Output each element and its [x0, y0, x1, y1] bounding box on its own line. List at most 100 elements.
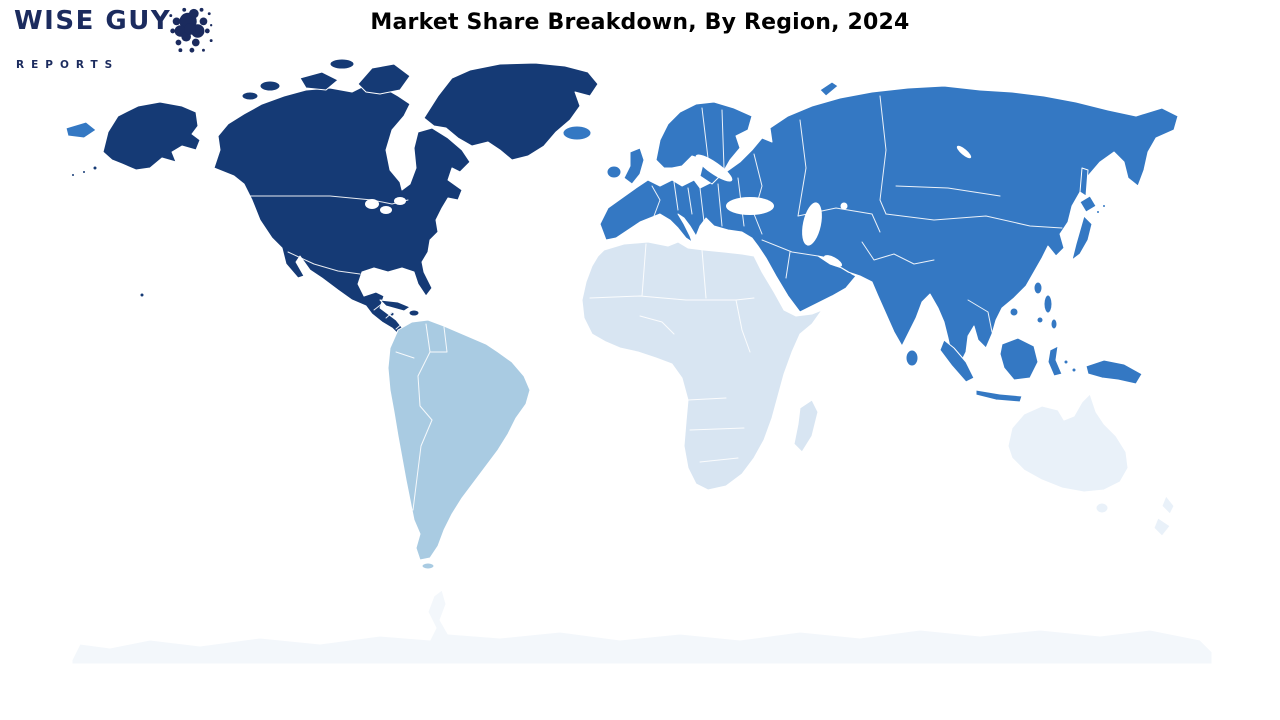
brand-logo-row: WISE GUY: [14, 6, 215, 56]
border-sa-2: [412, 419, 433, 511]
borneo: [999, 337, 1039, 381]
aral-sea: [840, 202, 848, 210]
great-lake-superior: [365, 199, 379, 209]
border-iran-iraq: [761, 239, 819, 257]
scandinavia: [655, 101, 753, 185]
border-africa-sahara: [589, 295, 755, 301]
moluccas-2: [1071, 367, 1077, 373]
country-borders: [221, 95, 1063, 511]
brand-name: WISE GUY: [14, 6, 172, 36]
border-africa-5: [689, 427, 745, 431]
hawaii: [139, 292, 145, 298]
philippines-luzon: [1043, 294, 1053, 314]
sri-lanka: [905, 349, 919, 367]
arctic-island-2: [259, 80, 281, 92]
border-europe-6: [687, 187, 693, 215]
border-africa-3: [735, 299, 751, 353]
great-britain: [623, 147, 645, 185]
border-europe-russia: [753, 153, 763, 235]
border-se-asia: [967, 299, 993, 333]
border-scandinavia-2: [721, 109, 725, 169]
new-guinea: [1085, 359, 1143, 385]
chukotka-wrap-left-edge: [65, 121, 97, 139]
cuba: [379, 299, 411, 312]
tasmania: [1095, 502, 1109, 514]
australia: [1007, 393, 1129, 493]
border-europe-2: [717, 183, 723, 227]
arctic-island-3: [329, 58, 355, 70]
border-africa-4: [639, 315, 675, 335]
ireland: [606, 165, 622, 179]
border-africa-1: [641, 243, 647, 297]
philippines-visayas: [1036, 316, 1044, 324]
border-central-asia: [797, 207, 881, 233]
aleutian-3: [71, 173, 75, 177]
lake-baikal: [956, 145, 972, 159]
region-greenland: [423, 62, 599, 161]
new-zealand-south: [1153, 517, 1171, 537]
japan-honshu: [1071, 215, 1093, 261]
border-europe-5: [673, 181, 679, 211]
border-siberia: [879, 95, 887, 215]
java: [975, 389, 1023, 403]
border-central-america-2: [385, 310, 395, 319]
south-america-mainland: [387, 319, 531, 561]
border-africa-7: [687, 397, 727, 401]
border-central-america-3: [395, 321, 405, 330]
iceland: [562, 125, 592, 141]
caspian-sea: [802, 202, 822, 246]
hainan: [1009, 307, 1019, 317]
persian-gulf: [823, 255, 843, 267]
border-sa-3: [395, 351, 415, 359]
region-oceania: [1007, 393, 1175, 537]
sulawesi: [1047, 345, 1063, 377]
chart-title: Market Share Breakdown, By Region, 2024: [370, 10, 910, 35]
border-europe-3: [737, 177, 745, 227]
border-us-canada: [221, 195, 409, 205]
moluccas-1: [1063, 359, 1069, 365]
border-sa-1: [417, 323, 433, 421]
border-mongolia: [895, 185, 1001, 197]
aleutian-1: [92, 165, 98, 171]
great-lake-michigan: [380, 206, 392, 214]
arctic-island-4: [241, 91, 259, 101]
border-ural: [797, 119, 807, 217]
region-antarctica: [71, 589, 1213, 665]
hispaniola: [408, 309, 420, 317]
taiwan: [1033, 281, 1043, 295]
kuril-2: [1102, 204, 1106, 208]
region-africa: [581, 241, 823, 491]
alaska: [102, 101, 201, 171]
border-saudi: [785, 251, 791, 279]
border-europe-4: [651, 185, 661, 217]
japan-hokkaido: [1079, 195, 1097, 213]
novaya-zemlya: [819, 81, 839, 97]
region-south-america: [387, 319, 531, 570]
brand-logo: WISE GUY REPORTS: [14, 6, 215, 71]
border-scandinavia-1: [701, 107, 709, 159]
philippines-mindanao: [1050, 318, 1058, 330]
border-sa-4: [429, 326, 448, 353]
eurasia-mainland: [599, 85, 1179, 369]
brand-head-dots-icon: [169, 7, 213, 53]
north-america-mainland: [213, 83, 471, 339]
brand-subtitle: REPORTS: [16, 59, 120, 71]
arctic-island-1: [299, 71, 339, 91]
kuril-1: [1096, 210, 1100, 214]
border-africa-6: [699, 457, 739, 463]
africa-mainland: [581, 241, 823, 491]
aleutian-2: [82, 170, 86, 174]
antarctica: [71, 589, 1213, 665]
black-sea: [726, 197, 774, 215]
inland-water: [365, 145, 972, 267]
baltic-sea: [695, 154, 733, 182]
sumatra: [939, 339, 975, 383]
sakhalin: [1079, 167, 1089, 197]
border-us-mexico: [287, 251, 361, 275]
border-india-north: [861, 241, 935, 265]
border-russia-china: [885, 213, 1063, 229]
greenland: [423, 62, 599, 161]
madagascar: [793, 399, 819, 453]
